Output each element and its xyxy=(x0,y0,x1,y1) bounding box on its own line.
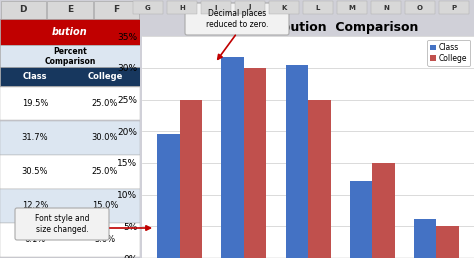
FancyBboxPatch shape xyxy=(133,1,163,14)
FancyBboxPatch shape xyxy=(0,87,140,120)
FancyBboxPatch shape xyxy=(47,1,92,19)
Text: D: D xyxy=(19,5,27,14)
FancyBboxPatch shape xyxy=(235,1,265,14)
Text: Decimal places
reduced to zero.: Decimal places reduced to zero. xyxy=(206,9,268,29)
Text: K: K xyxy=(281,4,287,11)
Text: F: F xyxy=(113,5,119,14)
FancyBboxPatch shape xyxy=(0,45,140,67)
FancyBboxPatch shape xyxy=(269,1,299,14)
Bar xyxy=(437,226,459,258)
Text: 25.0%: 25.0% xyxy=(91,167,118,176)
Text: M: M xyxy=(348,4,356,11)
Bar xyxy=(221,57,244,258)
Text: O: O xyxy=(417,4,423,11)
Text: E: E xyxy=(67,5,73,14)
Text: 5.0%: 5.0% xyxy=(94,236,116,244)
Text: P: P xyxy=(451,4,456,11)
FancyBboxPatch shape xyxy=(185,3,289,35)
Text: 19.5%: 19.5% xyxy=(22,99,48,108)
Bar xyxy=(244,68,266,258)
FancyBboxPatch shape xyxy=(337,1,367,14)
FancyBboxPatch shape xyxy=(0,121,140,155)
FancyBboxPatch shape xyxy=(0,19,140,45)
Text: Font style and
size changed.: Font style and size changed. xyxy=(35,214,89,234)
FancyBboxPatch shape xyxy=(303,1,333,14)
Text: 12.2%: 12.2% xyxy=(22,201,48,210)
Text: 6.1%: 6.1% xyxy=(24,236,46,244)
FancyBboxPatch shape xyxy=(0,1,46,19)
FancyBboxPatch shape xyxy=(405,1,435,14)
Text: College: College xyxy=(87,72,123,81)
Bar xyxy=(157,134,180,258)
Legend: Class, College: Class, College xyxy=(427,40,470,66)
Text: J: J xyxy=(249,4,251,11)
Text: 30.5%: 30.5% xyxy=(22,167,48,176)
Text: Percent
Comparison: Percent Comparison xyxy=(44,46,96,66)
Text: Class: Class xyxy=(23,72,47,81)
FancyBboxPatch shape xyxy=(0,189,140,223)
Text: 15.0%: 15.0% xyxy=(91,201,118,210)
Text: G: G xyxy=(145,4,151,11)
FancyBboxPatch shape xyxy=(371,1,401,14)
FancyBboxPatch shape xyxy=(94,1,139,19)
Text: bution: bution xyxy=(52,27,88,37)
Text: 30.0%: 30.0% xyxy=(91,133,118,142)
FancyBboxPatch shape xyxy=(201,1,231,14)
Bar xyxy=(286,65,308,258)
FancyBboxPatch shape xyxy=(0,155,140,189)
Title: Grade Distribution  Comparison: Grade Distribution Comparison xyxy=(197,21,419,34)
Bar xyxy=(350,181,372,258)
Bar xyxy=(372,163,395,258)
FancyBboxPatch shape xyxy=(167,1,197,14)
Text: L: L xyxy=(316,4,320,11)
FancyBboxPatch shape xyxy=(0,223,140,257)
FancyBboxPatch shape xyxy=(439,1,469,14)
Bar xyxy=(308,100,330,258)
Text: 25.0%: 25.0% xyxy=(91,99,118,108)
FancyBboxPatch shape xyxy=(15,208,109,240)
FancyBboxPatch shape xyxy=(0,67,140,86)
Text: H: H xyxy=(179,4,185,11)
Text: N: N xyxy=(383,4,389,11)
Bar xyxy=(414,219,437,258)
Text: I: I xyxy=(215,4,217,11)
Text: 31.7%: 31.7% xyxy=(22,133,48,142)
Bar xyxy=(180,100,202,258)
